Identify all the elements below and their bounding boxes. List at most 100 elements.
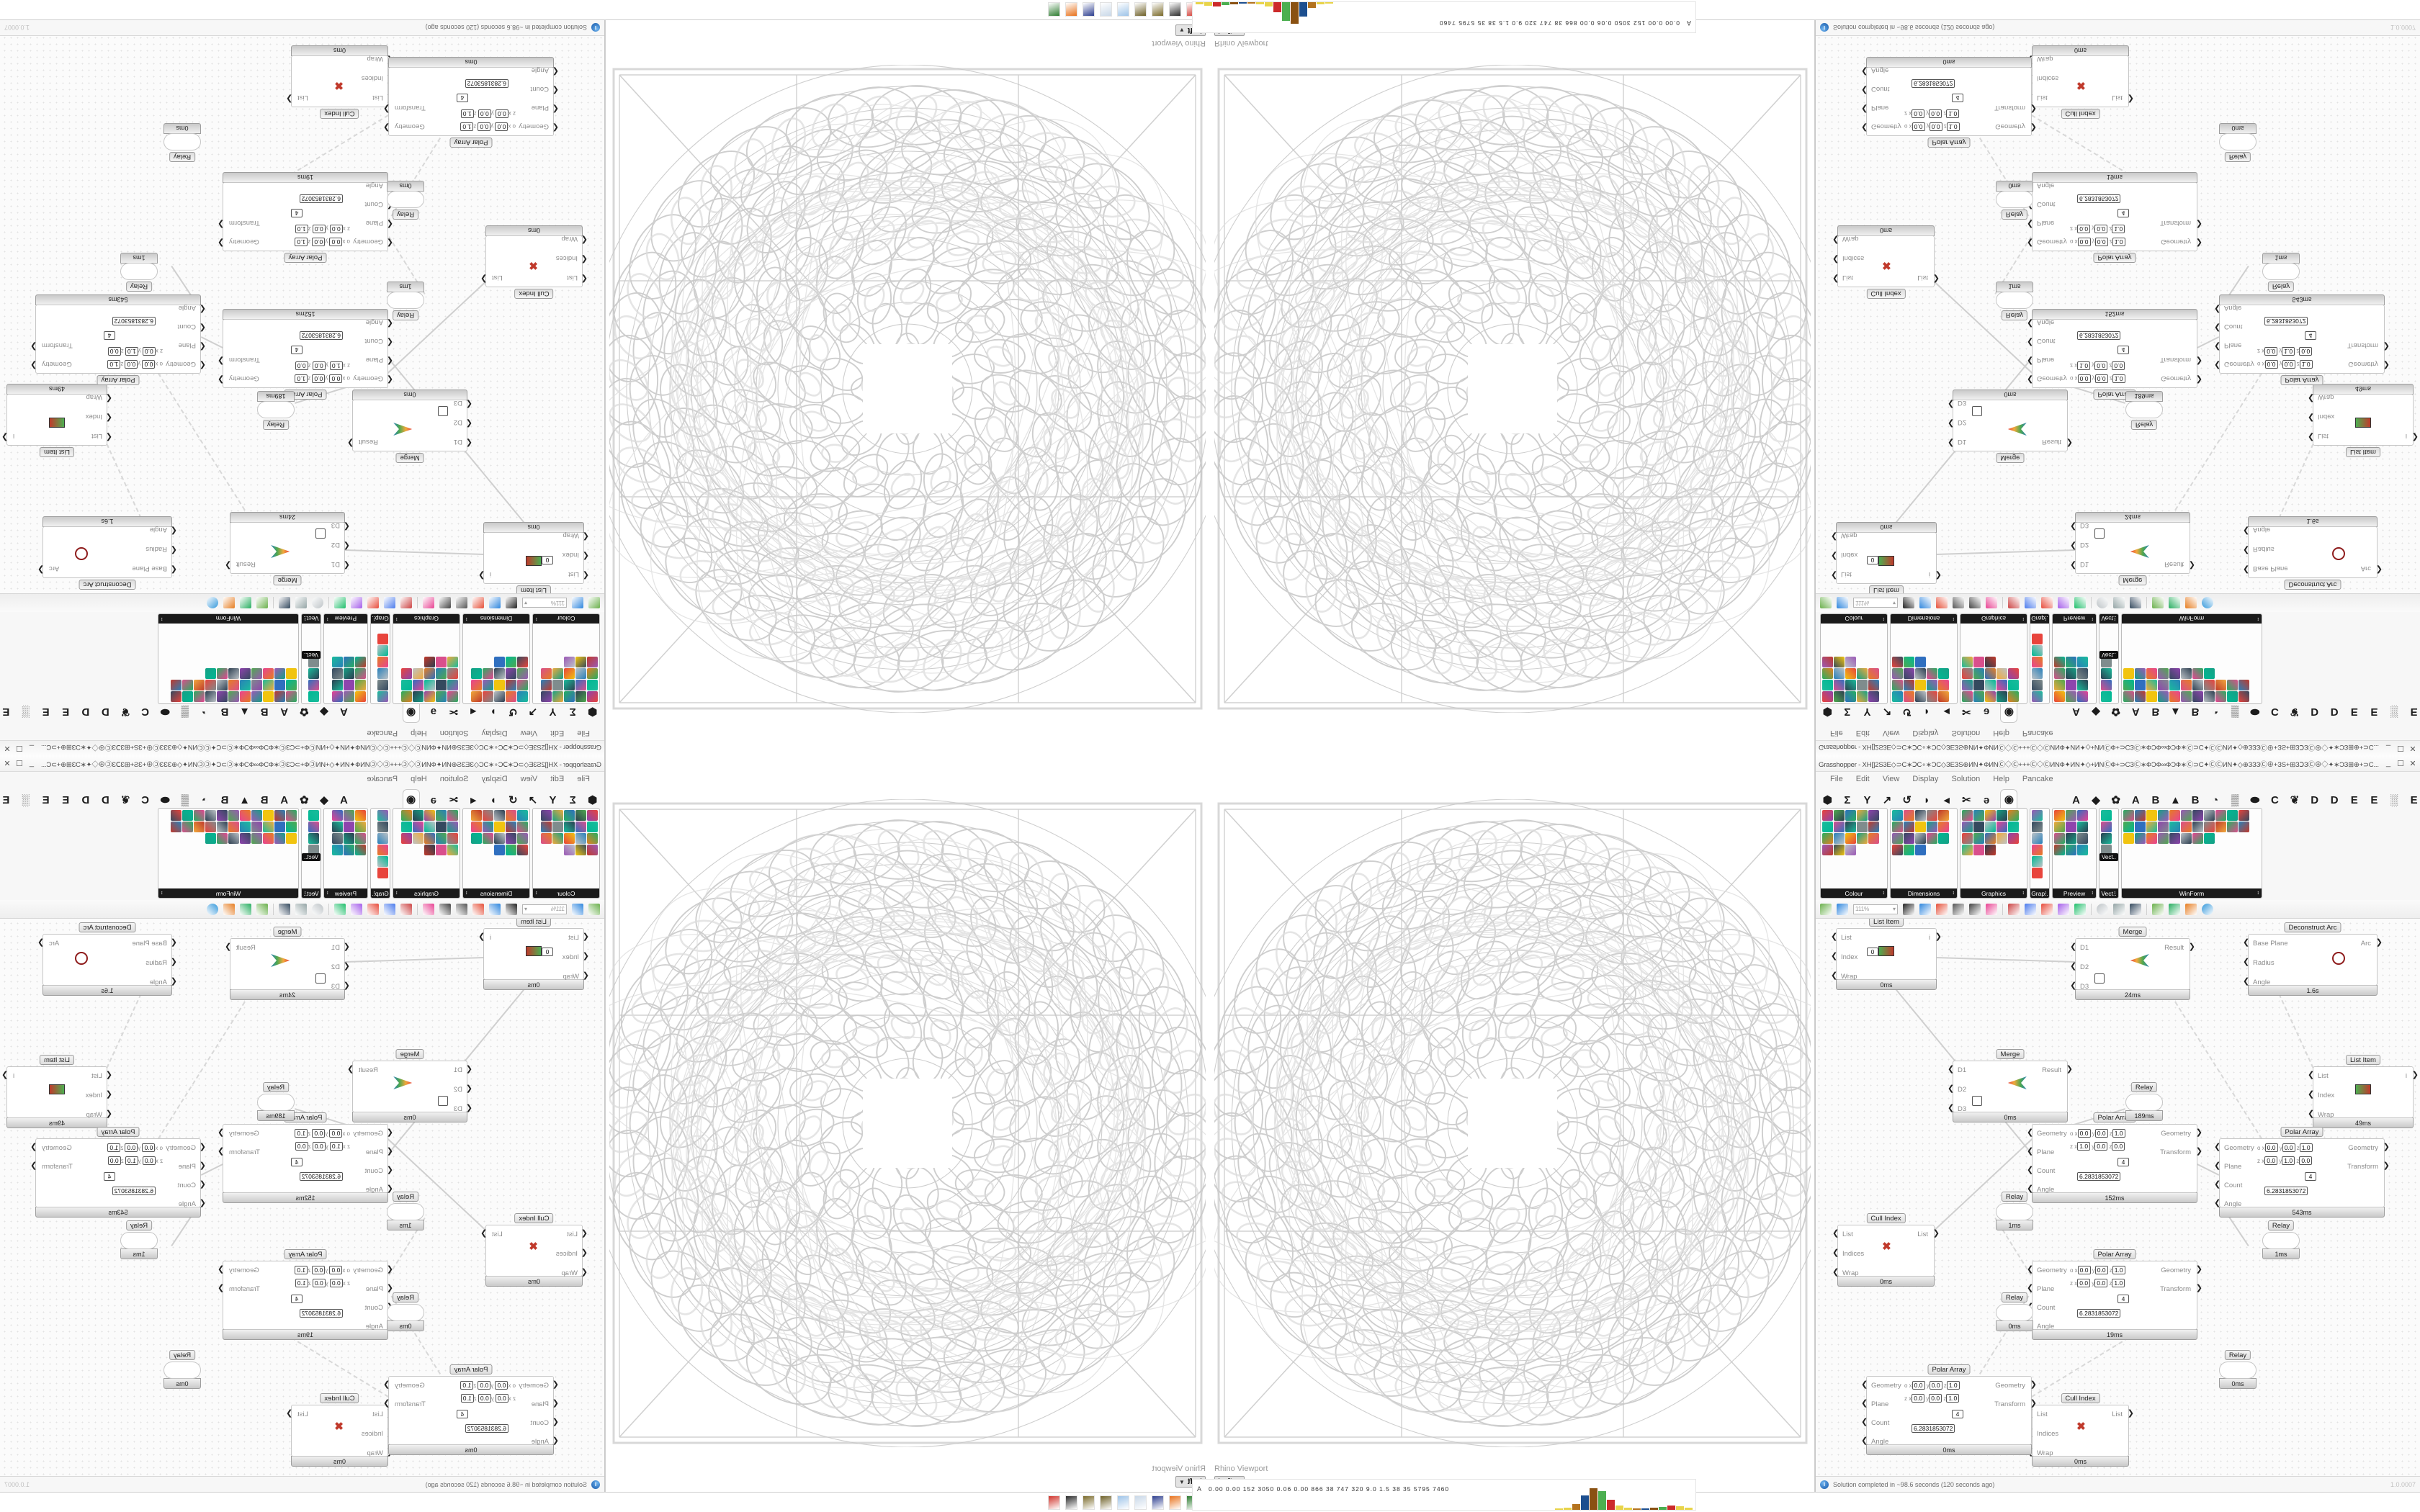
node-body[interactable]: Geometry❮Plane❮Count❮Angle❮Geometry❯Tran… (2027, 1124, 2202, 1194)
component-icon-6-7[interactable] (205, 810, 216, 821)
output-pin-icon[interactable]: ❯ (383, 123, 390, 132)
transform-tab[interactable]: ə (1983, 706, 1990, 719)
ribbon-extra-tab-14[interactable]: E (62, 706, 70, 719)
component-icon-6-16[interactable] (2181, 680, 2192, 690)
component-icon-6-5[interactable] (2181, 691, 2192, 702)
component-icon-4-10[interactable] (344, 845, 354, 855)
chevron-down-icon[interactable]: ▾ (1892, 600, 1896, 606)
component-icon-1-8[interactable] (483, 822, 493, 832)
component-icon-6-19[interactable] (2215, 680, 2226, 690)
ribbon-extra-tab-15[interactable]: E (42, 793, 50, 806)
component-icon-6-2[interactable] (2146, 810, 2157, 821)
component-icon-6-28[interactable] (2192, 833, 2203, 844)
node-input-wrap[interactable]: Wrap (2037, 55, 2053, 63)
component-icon-1-8[interactable] (1927, 822, 1937, 832)
component-icon-0-10[interactable] (1822, 833, 1833, 844)
component-icon-6-7[interactable] (2204, 691, 2215, 702)
panel-expand-icon[interactable]: ↕ (2091, 616, 2094, 621)
output-pin-icon[interactable]: ❯ (2195, 1265, 2202, 1274)
output-pin-icon[interactable]: ❯ (2195, 1284, 2202, 1292)
open-file-icon[interactable] (1820, 597, 1832, 609)
node-body[interactable] (2262, 1232, 2300, 1249)
input-pin-icon[interactable]: ❮ (1948, 400, 1955, 408)
component-icon-5-0[interactable] (308, 691, 319, 702)
menu-bar[interactable]: File Edit View Display Solution Help Pan… (1816, 772, 2420, 786)
component-icon-6-14[interactable] (251, 822, 262, 832)
component-icon-0-7[interactable] (564, 822, 575, 832)
output-pin-icon[interactable]: ❯ (1935, 571, 1942, 580)
plane-oz[interactable]: 1.0 (295, 1129, 308, 1138)
component-icon-3-1[interactable] (377, 680, 388, 690)
node-input-indices[interactable]: Indices (2037, 74, 2059, 82)
input-pin-icon[interactable]: ❮ (386, 1284, 393, 1292)
node-input-plane[interactable]: Plane (1871, 1400, 1889, 1408)
component-icon-6-3[interactable] (2158, 691, 2169, 702)
component-icon-6-10[interactable] (171, 691, 182, 702)
component-icon-6-19[interactable] (2215, 822, 2226, 832)
node-canvas[interactable]: List Item List ❮ Index ❮ Wrap ❮ i ❯ 0 0ms Merge D1 ❮ D… (1816, 36, 2420, 612)
plane-oy[interactable]: 0.0 (478, 1381, 491, 1390)
window-controls[interactable]: _ ☐ ✕ (2384, 744, 2417, 753)
node-input-plane[interactable]: Plane (1871, 104, 1889, 112)
globe-icon[interactable] (2202, 903, 2213, 915)
component-icon-3-5[interactable] (2032, 634, 2043, 644)
input-pin-icon[interactable]: ❮ (552, 123, 559, 132)
component-icon-2-2[interactable] (424, 810, 435, 821)
node-polar-array-3[interactable]: Polar ArrayGeometry❮Plane❮Count❮Angle❮Ge… (2027, 1249, 2202, 1340)
maximize-icon[interactable]: ☐ (2397, 760, 2404, 768)
input-pin-icon[interactable]: ❮ (552, 67, 559, 76)
plane-zy[interactable]: 0.0 (2094, 225, 2108, 233)
component-icon-0-12[interactable] (1845, 833, 1856, 844)
node-input-radius[interactable]: Radius (2253, 959, 2275, 967)
component-icon-6-9[interactable] (182, 810, 193, 821)
component-icon-6-23[interactable] (2135, 668, 2146, 679)
plane-zx[interactable]: 0.0 (329, 1279, 343, 1287)
d3-empty-slot[interactable] (1972, 1096, 1982, 1106)
component-icon-4-5[interactable] (332, 680, 343, 690)
component-icon-3-5[interactable] (377, 868, 388, 878)
component-icon-4-11[interactable] (332, 657, 343, 667)
node-canvas[interactable]: List Item List ❮ Index ❮ Wrap ❮ i ❯ 0 0ms Merge D1 ❮ D… (1816, 900, 2420, 1476)
input-pin-icon[interactable]: ❮ (1948, 1084, 1955, 1093)
node-body[interactable] (163, 1362, 201, 1379)
paint-icon[interactable] (472, 597, 484, 609)
component-panel-row[interactable]: Colour ↕ Dimensions ↕ Graphics ↕ Grap.. ↕ Previe… (4, 808, 600, 899)
component-icon-5-3[interactable] (2101, 845, 2112, 855)
menu-bar[interactable]: File Edit View Display Solution Help Pan… (0, 772, 604, 786)
node-input-d3[interactable]: D3 (1958, 399, 1967, 407)
preview-eye-icon[interactable] (489, 903, 501, 915)
mesh-tab[interactable]: ◂ (470, 794, 476, 806)
angle-value[interactable]: 6.2831853072 (112, 1187, 156, 1195)
component-icon-2-9[interactable] (2008, 680, 2019, 690)
node-merge-1[interactable]: Merge D1 ❮ D2 ❮ D3 ❮ Result ❯ 24ms (225, 512, 350, 585)
cylinder-icon[interactable] (295, 903, 307, 915)
component-icon-1-13[interactable] (483, 833, 493, 844)
scissors-icon[interactable] (334, 903, 346, 915)
panel-icon-grid[interactable] (158, 809, 298, 888)
plane-zz[interactable]: 1.0 (2112, 225, 2125, 233)
input-pin-icon[interactable]: ❮ (1831, 932, 1838, 941)
component-icon-0-1[interactable] (575, 810, 586, 821)
component-panel-grap[interactable]: Grap.. ↕ (2030, 613, 2050, 704)
ribbon-extra-tab-9[interactable]: ⬬ (2250, 706, 2260, 719)
component-icon-4-0[interactable] (2054, 810, 2065, 821)
component-icon-0-13[interactable] (552, 833, 563, 844)
balloon-icon[interactable] (2058, 903, 2069, 915)
node-polar-array-4[interactable]: Polar Array Geometry ❮ Plane ❮ Count ❮ Angle ❮ Ge… (1861, 57, 2037, 148)
component-icon-1-16[interactable] (1904, 845, 1914, 855)
component-panel-grap[interactable]: Grap.. ↕ (370, 808, 390, 899)
plane-ox[interactable]: 0.0 (2077, 374, 2091, 383)
ribbon-extra-tab-10[interactable]: C (141, 706, 149, 719)
component-icon-2-15[interactable] (447, 845, 458, 855)
node-input-index[interactable]: Index (2318, 413, 2335, 420)
input-pin-icon[interactable]: ❮ (582, 971, 589, 980)
input-pin-icon[interactable]: ❮ (343, 522, 350, 531)
node-merge-2[interactable]: Merge D1 ❮ D2 ❮ D3 ❮ Result ❯ 0ms (347, 1049, 472, 1122)
component-icon-6-14[interactable] (2158, 680, 2169, 690)
gha-icon[interactable] (423, 597, 434, 609)
node-input-d3[interactable]: D3 (331, 521, 340, 529)
component-panel-graphics[interactable]: Graphics ↕ (1960, 808, 2027, 899)
panel-icon-grid[interactable] (371, 809, 390, 888)
output-pin-icon[interactable]: ❯ (383, 1380, 390, 1389)
input-pin-icon[interactable]: ❮ (2308, 413, 2315, 422)
